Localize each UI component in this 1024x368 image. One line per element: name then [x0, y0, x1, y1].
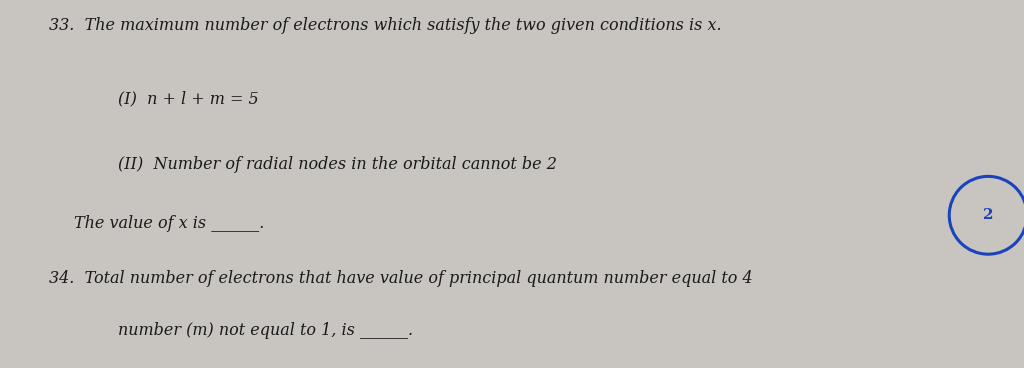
Text: 34.  Total number of electrons that have value of principal quantum number equal: 34. Total number of electrons that have …: [49, 270, 753, 287]
Text: (I)  n + l + m = 5: (I) n + l + m = 5: [118, 90, 258, 107]
Text: 33.  The maximum number of electrons which satisfy the two given conditions is x: 33. The maximum number of electrons whic…: [49, 17, 722, 33]
Text: The value of x is ______.: The value of x is ______.: [74, 215, 264, 232]
Text: number (m) not equal to 1, is ______.: number (m) not equal to 1, is ______.: [118, 322, 413, 339]
Text: (II)  Number of radial nodes in the orbital cannot be 2: (II) Number of radial nodes in the orbit…: [118, 156, 557, 173]
Text: 2: 2: [983, 208, 993, 222]
